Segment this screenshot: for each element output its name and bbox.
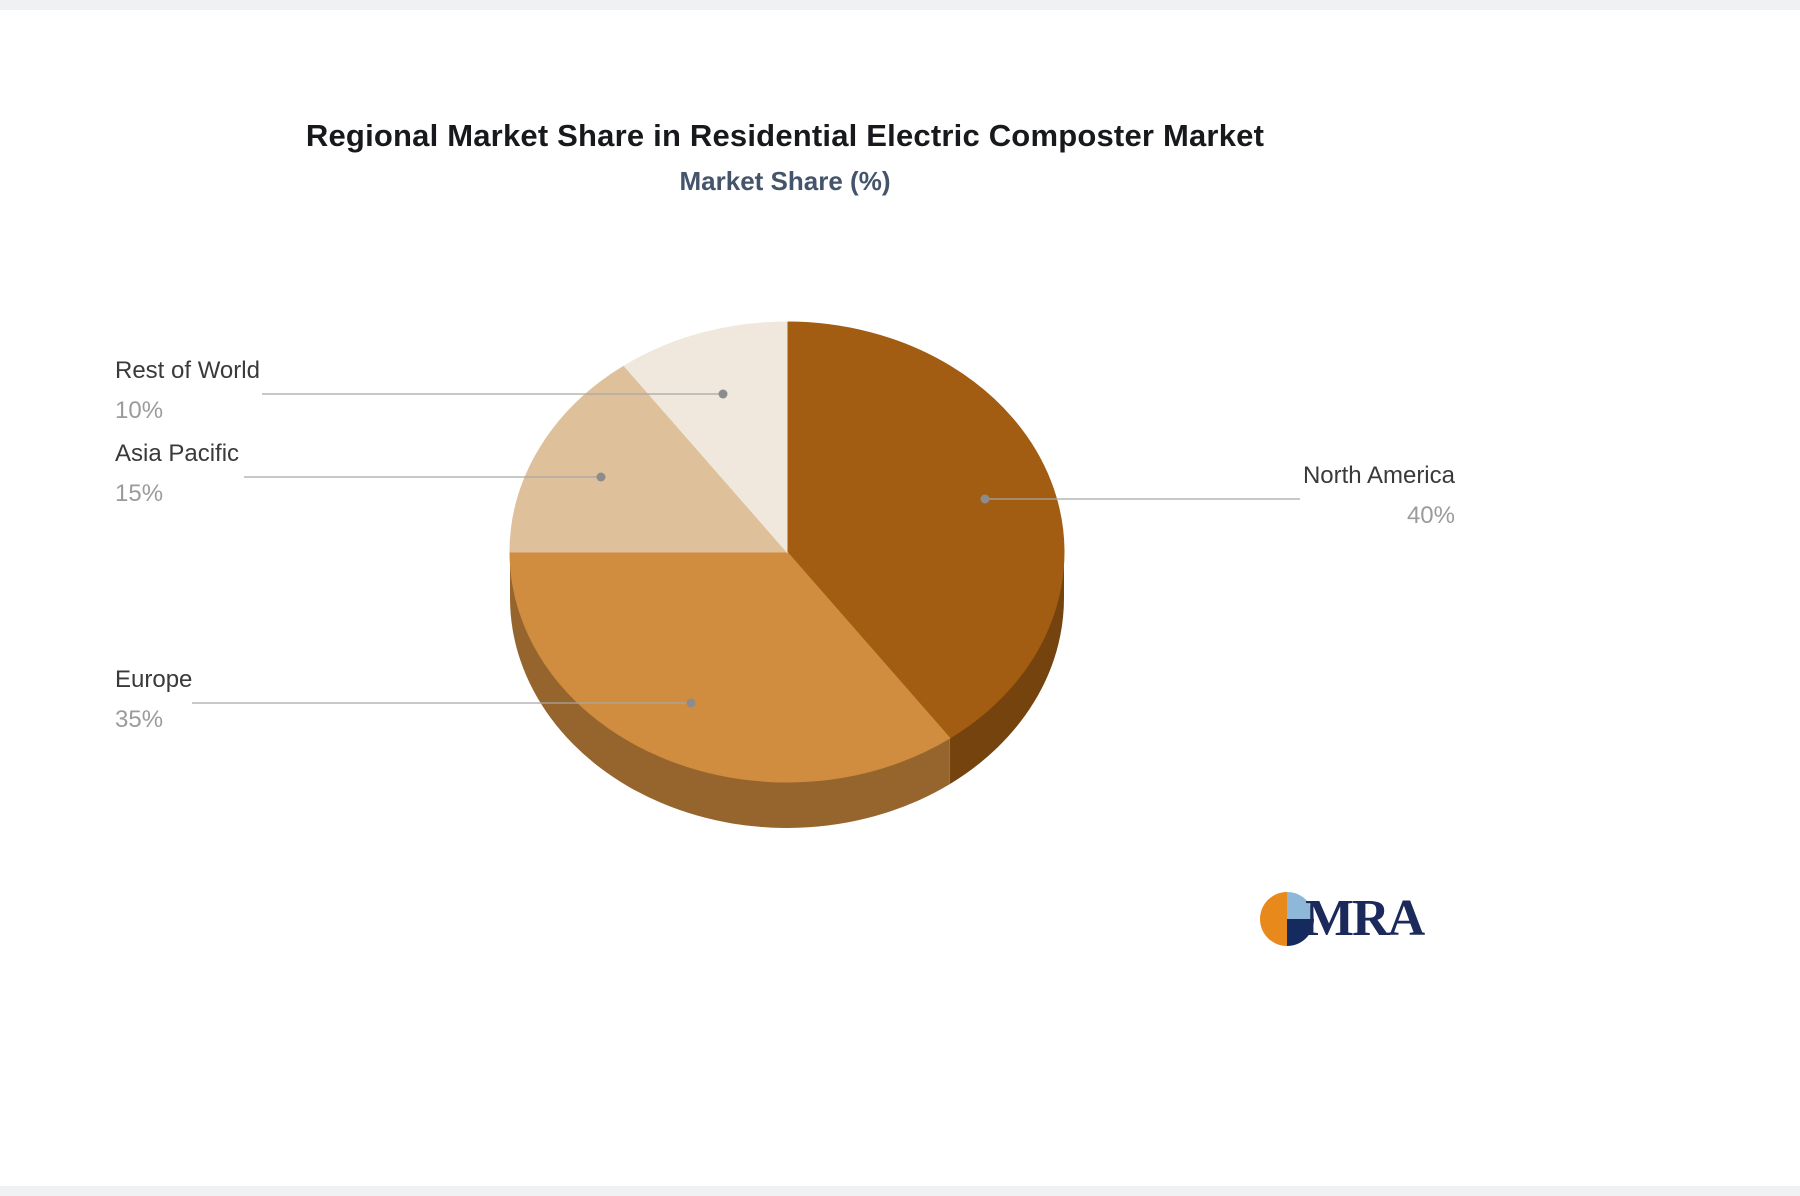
leader-dot-asia-pacific: [596, 472, 606, 482]
logo-text: MRA: [1305, 890, 1425, 947]
callout-label: North America: [1302, 462, 1455, 489]
top-edge-strip: [0, 0, 1800, 10]
callout-north-america: North America 40%: [1303, 462, 1455, 530]
callout-value: 15%: [115, 480, 164, 507]
pie-slice-europe: [509, 551, 951, 783]
callout-label: Rest of World: [115, 357, 260, 384]
leader-dot-rest-of-world: [718, 389, 728, 399]
callout-value: 40%: [1406, 502, 1455, 529]
pie-slice-side-europe: [510, 552, 950, 828]
chart-subtitle: Market Share (%): [679, 166, 891, 196]
logo-pie-icon: [1260, 892, 1314, 946]
leader-dot-north-america: [980, 494, 990, 504]
pie-slice-rest-of-world: [623, 321, 788, 554]
leader-dot-europe: [686, 698, 696, 708]
callout-value: 10%: [115, 397, 164, 424]
callout-asia-pacific: Asia Pacific 15%: [115, 440, 239, 508]
pie-slice-side-north-america: [949, 552, 1064, 785]
callout-label: Asia Pacific: [115, 440, 240, 467]
brand-logo: MRA: [1260, 890, 1425, 947]
bottom-edge-strip: [0, 1186, 1800, 1196]
pie-slice-asia-pacific: [509, 365, 789, 553]
chart-title: Regional Market Share in Residential Ele…: [305, 118, 1265, 153]
callout-label: Europe: [115, 666, 193, 693]
callout-rest-of-world: Rest of World 10%: [115, 357, 260, 425]
pie-slice-north-america: [786, 321, 1065, 739]
callout-value: 35%: [115, 706, 164, 733]
callout-europe: Europe 35%: [115, 666, 192, 734]
